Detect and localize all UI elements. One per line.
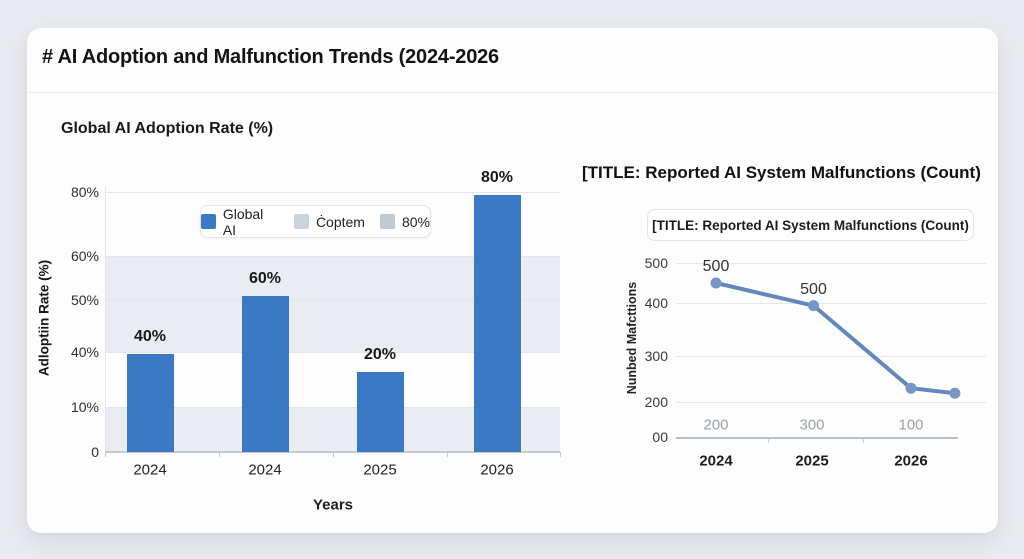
x-axis-tick [863, 438, 864, 443]
bar [241, 295, 289, 452]
y-tick-label: 60% [70, 247, 99, 264]
bar [473, 195, 521, 452]
gridline [105, 300, 560, 301]
y-tick-label: 80% [70, 183, 99, 200]
y-axis-line [105, 186, 106, 452]
x-tick-label: 2026 [480, 461, 514, 479]
y-tick-label: 0 [91, 443, 99, 460]
line-chart-legend-box-label: [TITLE: Reported AI System Malfunctions … [652, 217, 969, 233]
legend-label: Global AI [222, 205, 264, 238]
ghost-value-label: 100 [898, 416, 924, 434]
bar-value-label: 20% [363, 345, 397, 363]
gridline [105, 192, 560, 193]
legend-item-global-ai: Global AI [201, 206, 279, 238]
ghost-value-label: 200 [703, 416, 729, 434]
x-axis-line [105, 451, 560, 453]
bar [356, 372, 404, 452]
data-point-marker [710, 277, 722, 289]
legend-label: 80% [401, 213, 430, 230]
x-axis-tick [447, 452, 448, 457]
ghost-value-label: 300 [799, 416, 825, 434]
line-chart-title: [TITLE: Reported AI System Malfunctions … [582, 163, 981, 182]
y-tick-label: 50% [70, 291, 99, 308]
legend-swatch-gray-dark [379, 214, 395, 229]
data-point-label: 500 [800, 280, 827, 298]
bar-value-label: 40% [133, 327, 167, 345]
x-axis-tick [560, 452, 561, 457]
gridline [105, 407, 560, 408]
line-chart-legend-box: [TITLE: Reported AI System Malfunctions … [647, 209, 974, 241]
x-tick-label: 2024 [133, 461, 167, 479]
page-title: # AI Adoption and Malfunction Trends (20… [42, 46, 499, 68]
legend-item-coptem: Ċoptem [293, 213, 365, 230]
y-tick-label: 00 [652, 428, 668, 445]
bar [126, 353, 174, 452]
legend-label: Ċoptem [315, 213, 365, 230]
malfunctions-line-plot [710, 277, 961, 399]
x-axis-line [676, 437, 958, 439]
x-tick-label: 2024 [248, 461, 282, 479]
data-point-label: 500 [702, 257, 730, 275]
y-tick-label: 10% [70, 398, 99, 415]
gridline [676, 263, 986, 264]
bar-value-label: 80% [480, 168, 514, 186]
bar-chart-x-axis-label: Years [312, 496, 354, 514]
gridline [676, 356, 986, 357]
title-divider [28, 92, 997, 93]
y-tick-label: 500 [644, 254, 668, 271]
x-axis-tick [768, 438, 769, 443]
x-axis-tick [105, 452, 106, 457]
x-axis-tick [333, 452, 334, 457]
x-axis-tick [219, 452, 220, 457]
bar-chart-y-axis-label: Adloptiin Rate (%) [36, 259, 52, 377]
bar-value-label: 60% [248, 269, 282, 287]
y-tick-label: 400 [644, 294, 668, 311]
x-tick-label: 2024 [699, 452, 733, 470]
gridline [105, 352, 560, 353]
line-chart-y-axis-label: Nunbed Mafcttions [625, 281, 639, 395]
gridline [105, 256, 560, 257]
line-series [714, 281, 957, 396]
gridline [676, 402, 986, 403]
bar-chart-title: Global AI Adoption Rate (%) [61, 120, 274, 137]
y-tick-label: 40% [70, 343, 99, 360]
x-tick-label: 2025 [363, 461, 397, 479]
data-point-marker [949, 387, 961, 399]
bar-chart-legend: Global AI Ċoptem 80% [200, 205, 431, 238]
y-tick-label: 200 [644, 393, 668, 410]
data-point-marker [905, 382, 917, 394]
x-tick-label: 2025 [795, 452, 829, 470]
y-tick-label: 300 [644, 347, 668, 364]
data-point-marker [808, 300, 819, 312]
legend-swatch-gray [293, 214, 309, 229]
gridline [676, 303, 986, 304]
legend-item-80pct: 80% [379, 213, 430, 230]
x-tick-label: 2026 [894, 452, 928, 470]
legend-swatch-blue [201, 214, 216, 229]
